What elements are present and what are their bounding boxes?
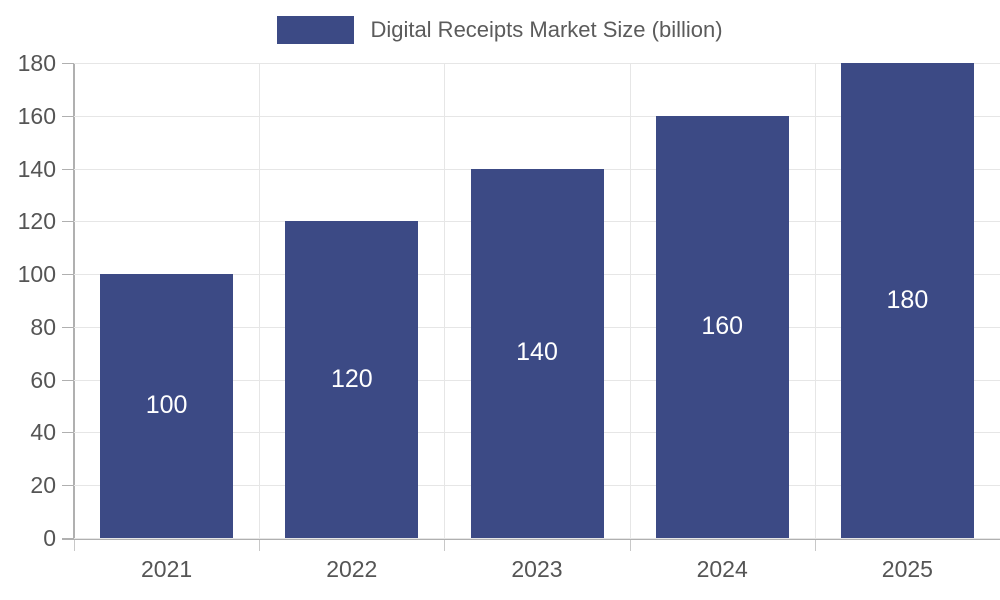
y-tick-label: 60 — [30, 366, 56, 393]
y-tick-mark — [62, 538, 74, 539]
x-tick-label: 2021 — [141, 556, 193, 582]
y-tick-label: 120 — [17, 208, 56, 235]
x-tick-mark — [74, 540, 75, 551]
x-tick-mark — [815, 540, 816, 551]
bar[interactable] — [285, 221, 419, 538]
y-tick-label: 160 — [17, 102, 56, 129]
y-axis-line — [73, 63, 75, 539]
gridline-vertical — [444, 63, 445, 538]
x-tick-mark — [630, 540, 631, 551]
y-tick-label: 0 — [43, 525, 56, 551]
bar[interactable] — [840, 63, 974, 538]
bar-value-label: 100 — [145, 391, 188, 420]
y-tick-mark — [62, 168, 74, 170]
y-tick-mark — [62, 379, 74, 381]
bar[interactable] — [100, 274, 234, 538]
y-tick-mark — [62, 63, 74, 64]
bar[interactable] — [470, 168, 604, 538]
y-tick-mark — [62, 432, 74, 434]
legend-swatch-icon — [277, 16, 355, 44]
x-tick-label: 2025 — [881, 556, 933, 582]
bar[interactable] — [655, 115, 789, 538]
y-tick-label: 80 — [30, 313, 56, 340]
gridline-horizontal — [74, 115, 1000, 117]
x-tick-mark — [259, 540, 260, 551]
x-tick-label: 2024 — [696, 556, 748, 582]
y-tick-mark — [62, 221, 74, 223]
y-tick-label: 40 — [30, 419, 56, 446]
legend-item-digital-receipts[interactable]: Digital Receipts Market Size (billion) — [277, 16, 723, 44]
y-tick-mark — [62, 326, 74, 328]
x-axis-line — [62, 538, 1000, 540]
bar-value-label: 160 — [701, 311, 744, 340]
gridline-vertical — [259, 63, 260, 538]
y-tick-mark — [62, 115, 74, 117]
bar-value-label: 120 — [330, 364, 373, 393]
y-tick-mark — [62, 274, 74, 276]
x-tick-mark — [444, 540, 445, 551]
y-tick-label: 180 — [17, 50, 56, 76]
plot-area: 100 120 140 160 180 — [74, 63, 1000, 539]
bar-value-label: 180 — [886, 285, 929, 314]
bar-value-label: 140 — [516, 338, 558, 367]
gridline-horizontal — [74, 538, 1000, 539]
x-tick-label: 2022 — [326, 556, 378, 582]
gridline-horizontal — [74, 63, 1000, 64]
y-tick-mark — [62, 485, 74, 487]
x-tick-label: 2023 — [511, 556, 563, 582]
gridline-vertical — [815, 63, 816, 538]
y-tick-label: 140 — [17, 155, 56, 182]
y-tick-label: 20 — [30, 472, 56, 499]
y-tick-label: 100 — [17, 261, 56, 288]
legend-label: Digital Receipts Market Size (billion) — [370, 17, 723, 42]
gridline-vertical — [630, 63, 631, 538]
chart-legend: Digital Receipts Market Size (billion) — [0, 8, 1000, 52]
